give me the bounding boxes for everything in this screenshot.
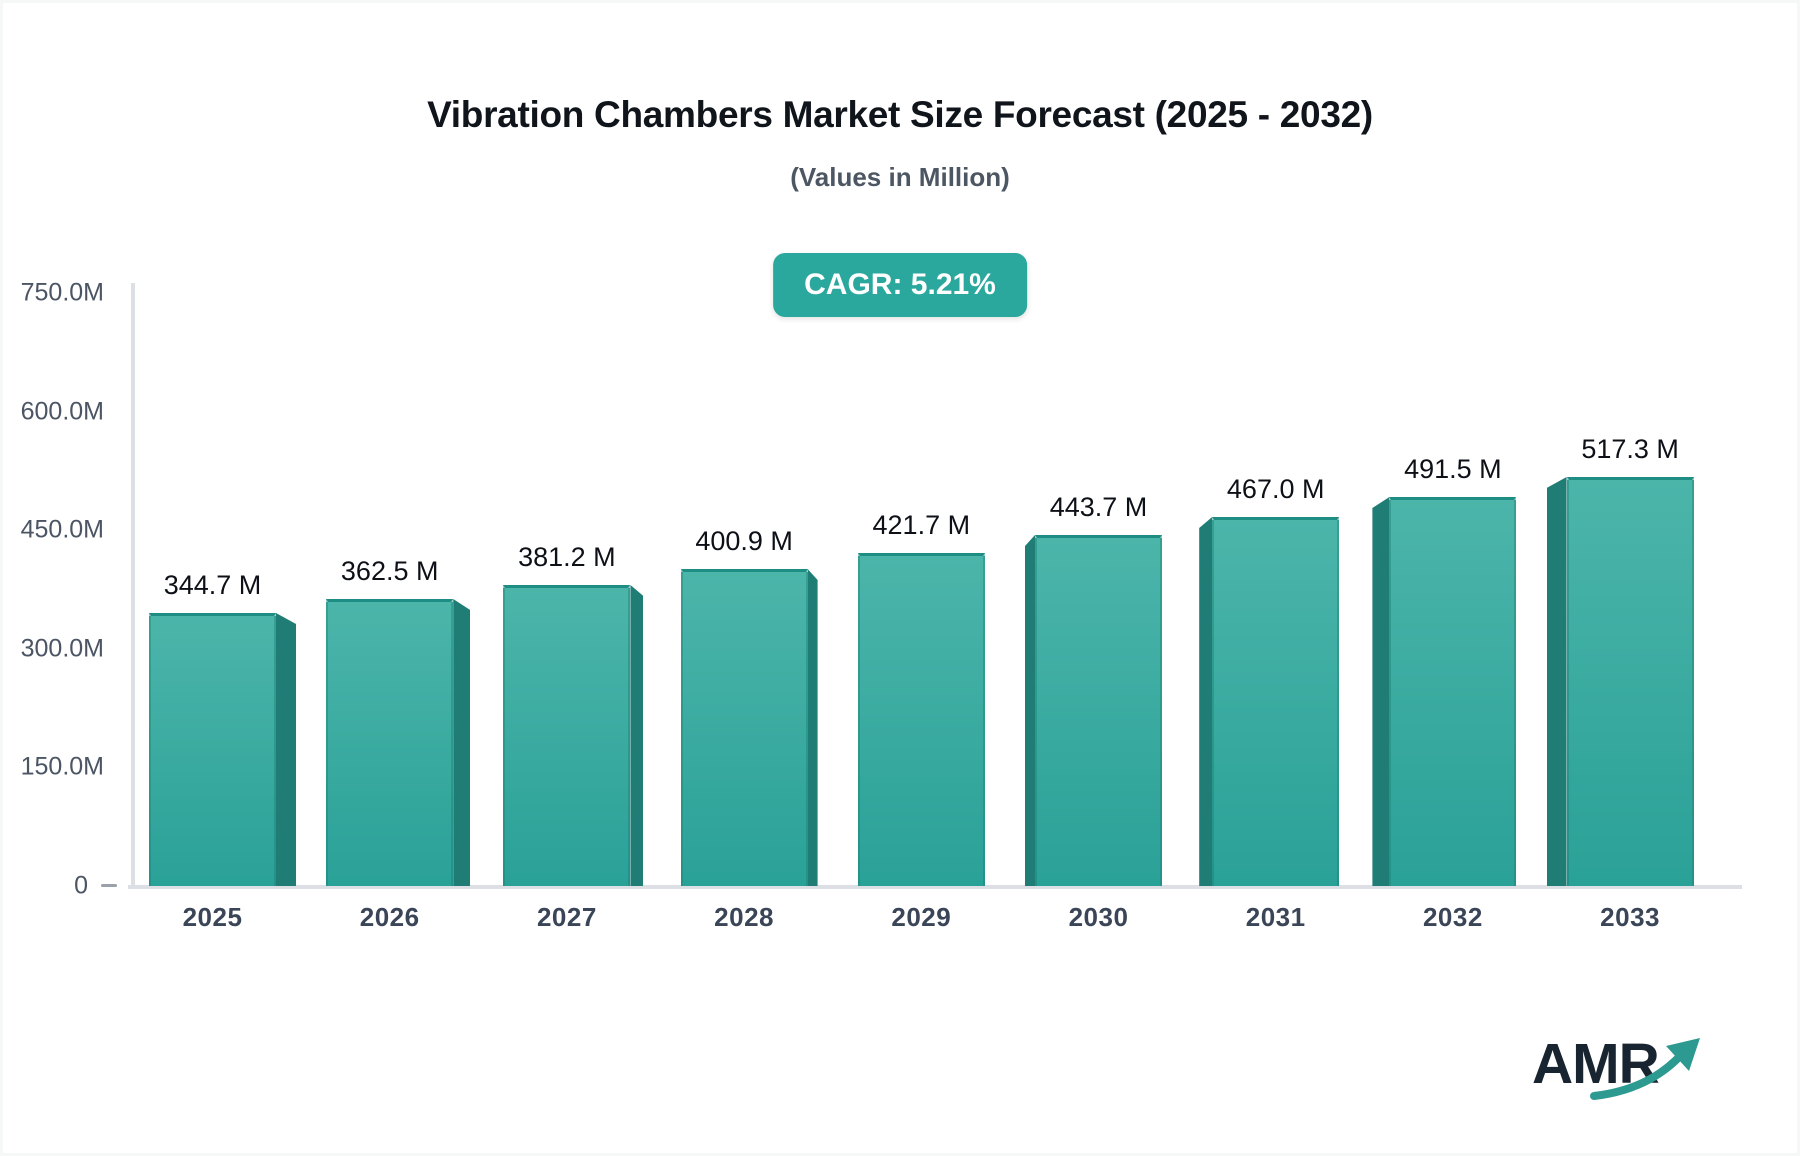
bar [1212, 517, 1340, 886]
bar [503, 585, 631, 886]
x-axis-label: 2027 [536, 902, 597, 932]
x-axis-label: 2030 [1068, 902, 1129, 932]
cagr-badge: CAGR: 5.21% [773, 253, 1027, 317]
bar [1035, 535, 1162, 886]
bar-side-face [453, 599, 471, 886]
bar-value-label: 491.5 M [1404, 454, 1502, 484]
bar-side-face [1372, 497, 1390, 886]
bar-value-label: 400.9 M [695, 526, 793, 556]
bar-value-label: 421.7 M [872, 510, 971, 540]
amr-logo: AMR [1532, 1036, 1712, 1111]
y-axis-tick-label: 450.0M [20, 515, 104, 544]
bar [1389, 497, 1517, 886]
bar-side-face [807, 569, 818, 886]
zero-tick-mark [101, 884, 117, 887]
bar-side-face [1199, 517, 1213, 886]
bar [680, 569, 808, 886]
y-axis-line [131, 283, 135, 889]
bar-side-face [276, 613, 296, 886]
bar [1566, 477, 1694, 886]
y-axis-tick-label: 600.0M [20, 397, 104, 426]
x-axis-label: 2033 [1600, 902, 1661, 932]
x-axis-label: 2029 [891, 902, 952, 932]
bar [326, 599, 454, 886]
bar-value-label: 517.3 M [1581, 434, 1679, 464]
x-axis-label: 2025 [182, 902, 243, 932]
bar-value-label: 362.5 M [340, 556, 439, 586]
y-axis-tick-label: 0 [74, 871, 88, 900]
bar-side-face [1546, 477, 1567, 886]
bar-side-face [1025, 535, 1035, 886]
logo-arrow-icon [1590, 1038, 1700, 1100]
bar [149, 613, 276, 886]
chart-subtitle: (Values in Million) [790, 162, 1010, 192]
chart-title: Vibration Chambers Market Size Forecast … [427, 94, 1373, 135]
x-axis-label: 2028 [714, 902, 775, 932]
bar [857, 553, 985, 886]
x-axis-label: 2026 [359, 902, 420, 932]
y-axis-tick-label: 150.0M [20, 752, 104, 781]
bar-value-label: 344.7 M [163, 570, 262, 600]
bar-value-label: 443.7 M [1049, 492, 1148, 522]
bar-value-label: 381.2 M [518, 542, 616, 572]
x-axis-label: 2031 [1245, 902, 1306, 932]
y-axis-tick-label: 750.0M [20, 278, 104, 307]
y-axis-tick-label: 300.0M [20, 634, 104, 663]
bar-side-face [630, 585, 644, 886]
bar-value-label: 467.0 M [1226, 474, 1325, 504]
x-axis-line [128, 885, 1742, 889]
x-axis-label: 2032 [1422, 902, 1483, 932]
